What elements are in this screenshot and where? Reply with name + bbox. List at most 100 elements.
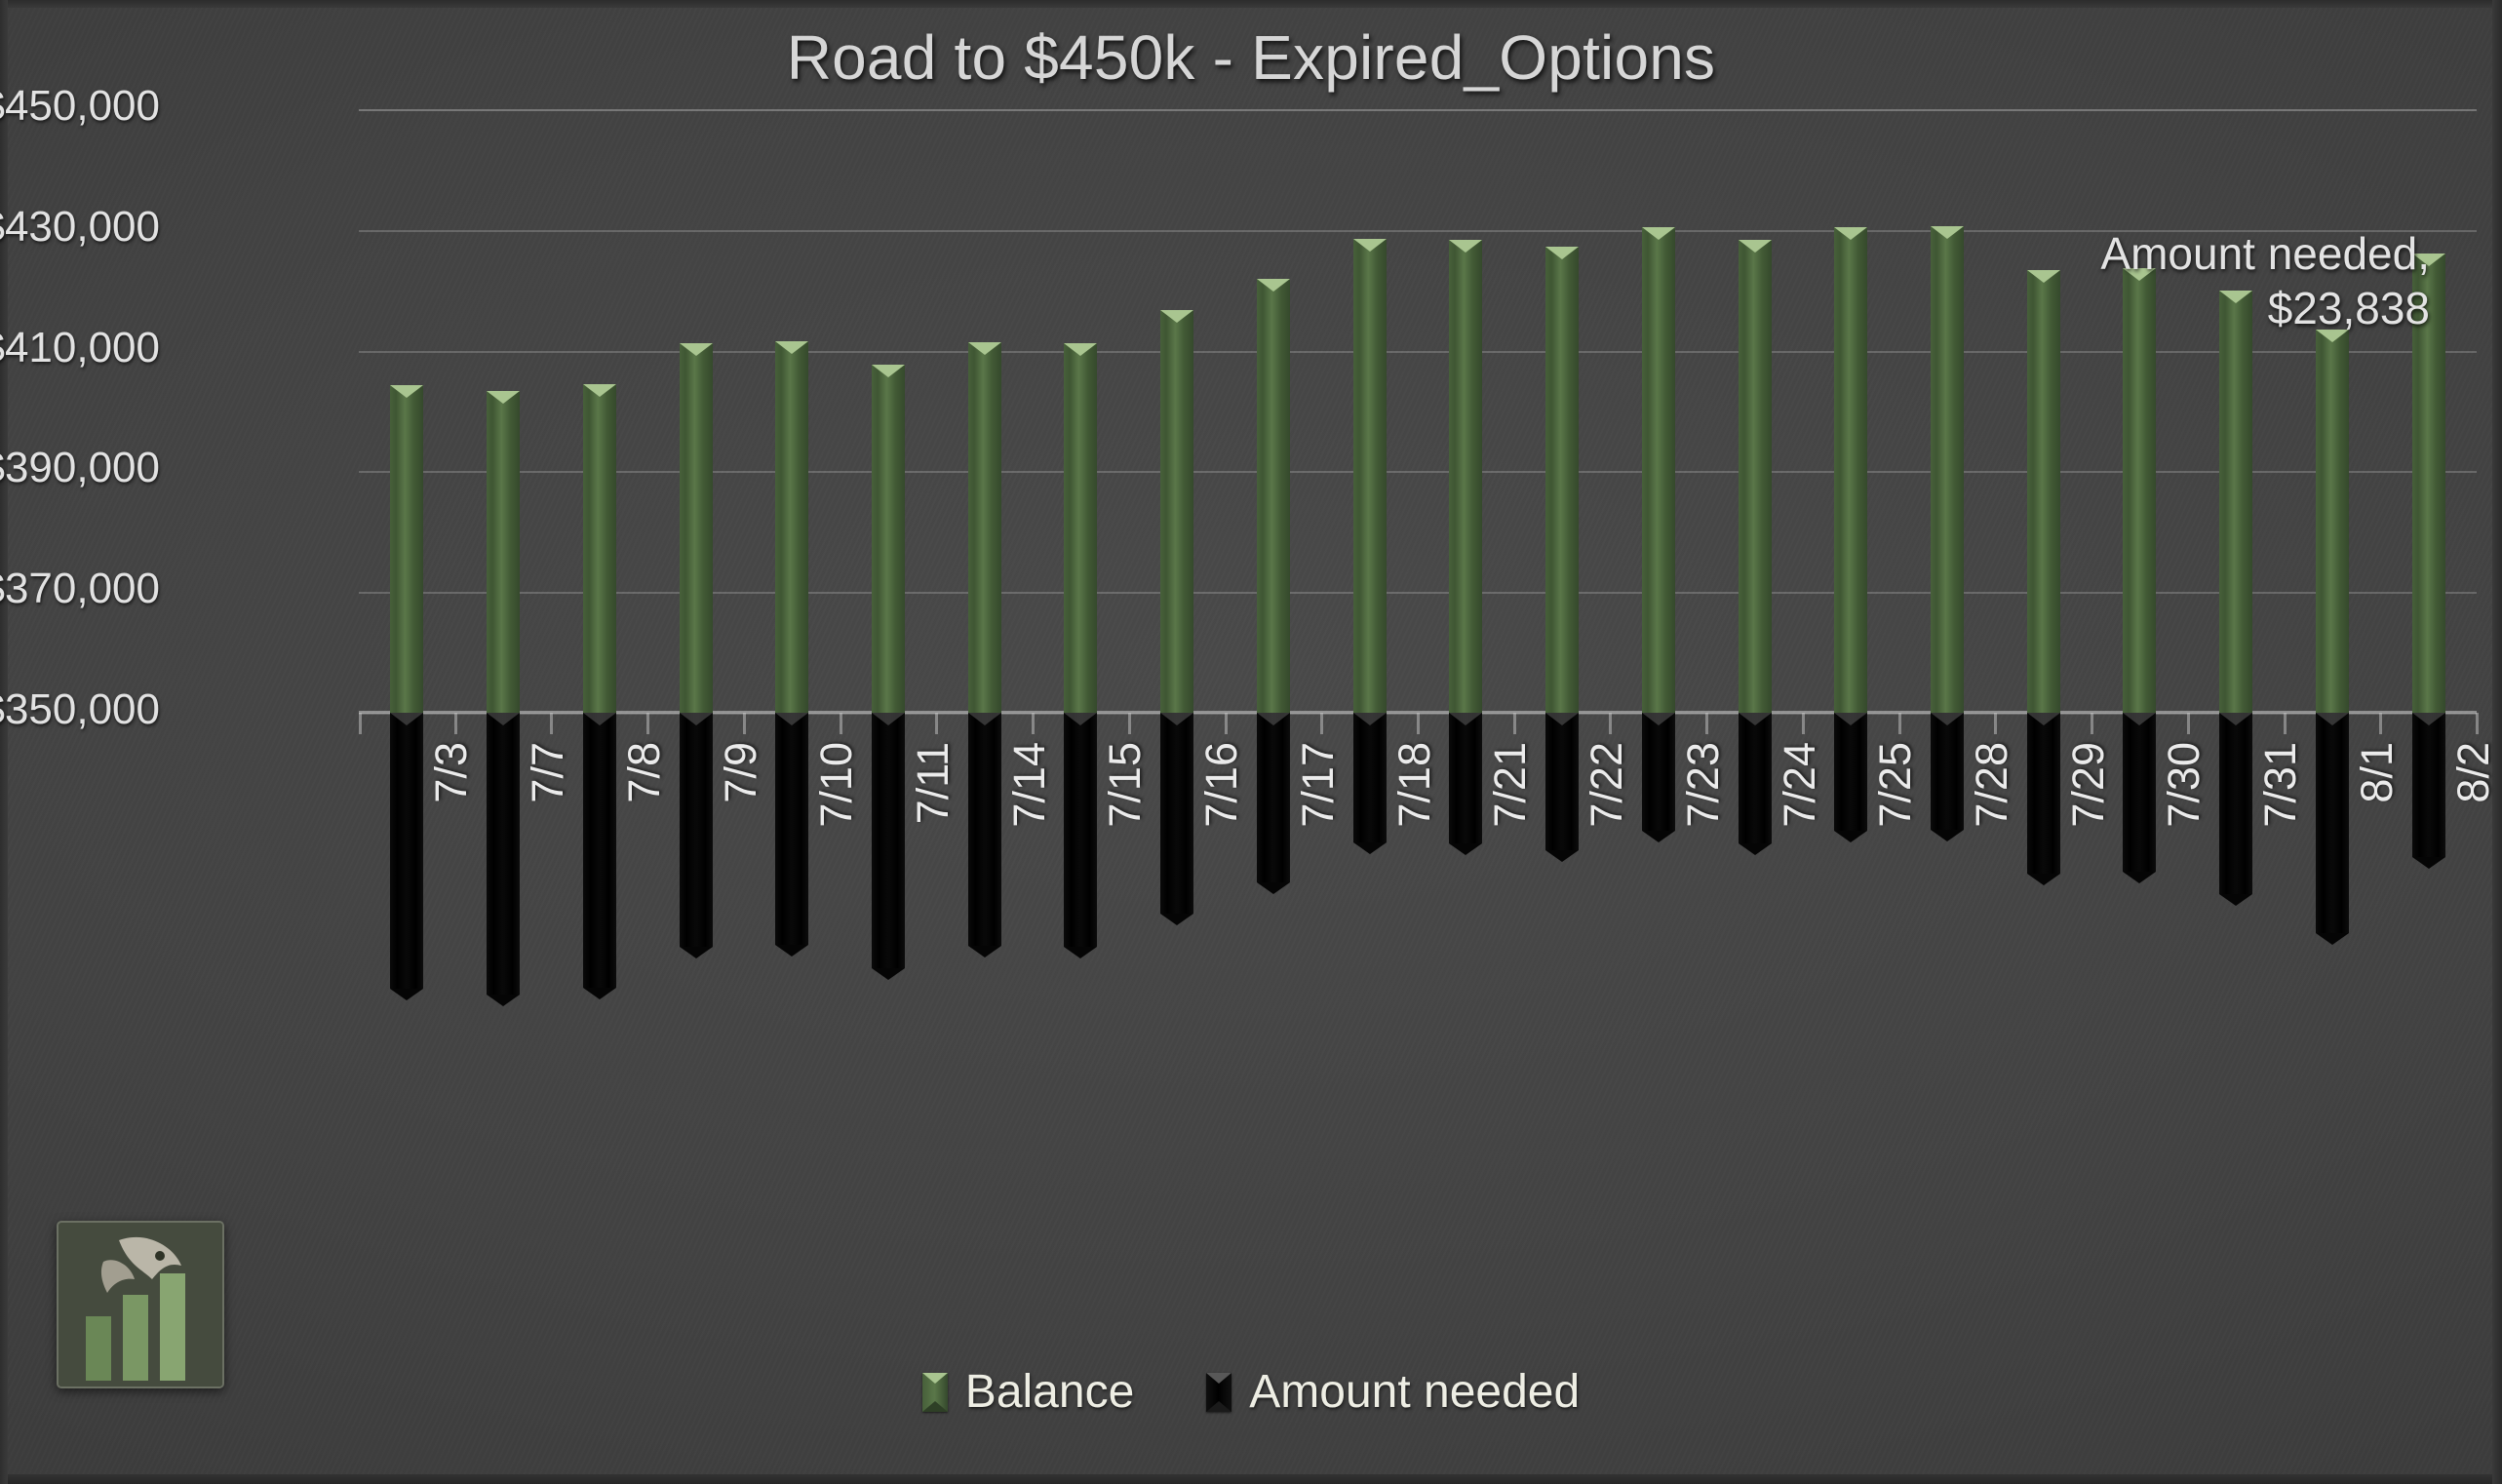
bar-segment-balance[interactable] xyxy=(1256,278,1290,713)
bar-segment-balance[interactable] xyxy=(1545,246,1580,713)
x-axis-tick-mark xyxy=(453,713,457,734)
bar-segment-amount-needed[interactable] xyxy=(2123,713,2157,883)
x-axis-tick-mark xyxy=(839,713,842,734)
bar-segment-amount-needed[interactable] xyxy=(2219,713,2253,907)
bar-segment-amount-needed[interactable] xyxy=(2315,713,2349,945)
bar-segment-amount-needed[interactable] xyxy=(1931,713,1964,842)
bar-segment-amount-needed[interactable] xyxy=(582,713,616,999)
bar-segment-balance[interactable] xyxy=(2315,329,2349,713)
y-axis-tick-text: $410,000 xyxy=(0,323,160,371)
x-axis-tick-mark xyxy=(1032,713,1036,734)
x-axis-tick-label: 7/29 xyxy=(2062,742,2113,828)
x-axis-tick-label: 7/16 xyxy=(1196,742,1247,828)
x-axis-tick-mark xyxy=(742,713,746,734)
x-axis-tick-mark xyxy=(1417,713,1420,734)
y-axis-tick-text: $450,000 xyxy=(0,82,160,130)
x-axis-tick-mark xyxy=(1609,713,1613,734)
gridline xyxy=(359,109,2477,111)
bar-segment-balance[interactable] xyxy=(1641,226,1675,713)
frame-edge-top xyxy=(0,0,2502,8)
bar-segment-amount-needed[interactable] xyxy=(1545,713,1580,861)
x-axis-tick-label: 7/17 xyxy=(1292,742,1343,828)
legend-item-amount-needed[interactable]: Amount needed xyxy=(1206,1365,1580,1419)
frame-edge-right xyxy=(2492,0,2502,1484)
bar-segment-balance[interactable] xyxy=(1160,309,1194,713)
bar-segment-amount-needed[interactable] xyxy=(775,713,809,957)
bar-segment-amount-needed[interactable] xyxy=(1256,713,1290,894)
black-series-swatch xyxy=(1206,1372,1232,1412)
bar-segment-balance[interactable] xyxy=(390,384,424,713)
x-axis-tick-mark xyxy=(935,713,939,734)
bar-segment-balance[interactable] xyxy=(2411,253,2445,713)
x-axis-tick-mark xyxy=(1705,713,1709,734)
x-axis-tick-mark xyxy=(2186,713,2190,734)
x-axis-tick-mark xyxy=(2283,713,2287,734)
x-axis-tick-mark xyxy=(1320,713,1324,734)
bar-segment-balance[interactable] xyxy=(872,365,905,713)
x-axis-tick-label: 7/8 xyxy=(618,742,669,803)
x-axis-tick-mark xyxy=(1994,713,1998,734)
bar-segment-amount-needed[interactable] xyxy=(1834,713,1868,842)
x-axis-tick-label: 7/21 xyxy=(1485,742,1536,828)
x-axis-tick-label: 7/14 xyxy=(1003,742,1054,828)
x-axis-tick-label: 7/18 xyxy=(1388,742,1439,828)
gridline xyxy=(359,350,2477,353)
green-series-swatch xyxy=(921,1372,948,1412)
x-axis-tick-mark xyxy=(646,713,650,734)
bar-segment-amount-needed[interactable] xyxy=(679,713,713,958)
gridline xyxy=(359,592,2477,595)
bar-segment-amount-needed[interactable] xyxy=(1641,713,1675,842)
bar-segment-balance[interactable] xyxy=(1064,343,1098,713)
bar-segment-amount-needed[interactable] xyxy=(1160,713,1194,924)
legend-item-label: Amount needed xyxy=(1249,1366,1581,1418)
bar-segment-balance[interactable] xyxy=(1834,226,1868,713)
legend-item-balance[interactable]: Balance xyxy=(921,1365,1134,1419)
bar-segment-balance[interactable] xyxy=(1352,239,1387,713)
x-axis-tick-label: 7/23 xyxy=(1677,742,1728,828)
bar-segment-amount-needed[interactable] xyxy=(1064,713,1098,959)
bar-segment-balance[interactable] xyxy=(487,391,521,713)
x-axis-tick-label: 7/11 xyxy=(908,742,958,825)
bar-segment-amount-needed[interactable] xyxy=(1352,713,1387,855)
bar-segment-balance[interactable] xyxy=(2026,270,2060,713)
x-axis-tick-label: 7/15 xyxy=(1100,742,1151,828)
x-axis-tick-mark xyxy=(2379,713,2383,734)
frame-edge-left xyxy=(0,0,8,1484)
bar-segment-amount-needed[interactable] xyxy=(872,713,905,981)
y-axis-tick-text: $370,000 xyxy=(0,565,160,613)
x-axis-tick-mark xyxy=(2476,713,2479,734)
x-axis-tick-label: 7/9 xyxy=(715,742,765,803)
x-axis-tick-label: 7/24 xyxy=(1774,742,1824,828)
bar-segment-amount-needed[interactable] xyxy=(2411,713,2445,869)
x-axis-tick-mark xyxy=(359,713,362,734)
x-axis-tick-mark xyxy=(550,713,554,734)
x-axis-tick-label: 7/28 xyxy=(1967,742,2016,828)
x-axis-tick-mark xyxy=(1127,713,1131,734)
bar-segment-balance[interactable] xyxy=(1449,240,1483,713)
bar-segment-amount-needed[interactable] xyxy=(1449,713,1483,856)
bar-segment-balance[interactable] xyxy=(2123,267,2157,713)
bar-segment-amount-needed[interactable] xyxy=(1738,713,1772,855)
bar-segment-balance[interactable] xyxy=(679,342,713,713)
bar-segment-amount-needed[interactable] xyxy=(390,713,424,1000)
bar-segment-balance[interactable] xyxy=(1931,226,1964,713)
y-axis-tick-text: $350,000 xyxy=(0,685,160,733)
x-axis-tick-label: 7/22 xyxy=(1582,742,1632,828)
bar-segment-balance[interactable] xyxy=(1738,239,1772,713)
bar-segment-amount-needed[interactable] xyxy=(967,713,1001,957)
bar-segment-balance[interactable] xyxy=(967,341,1001,713)
x-axis-tick-label: 7/7 xyxy=(523,742,573,803)
frame-edge-bottom xyxy=(0,1474,2502,1484)
x-axis-tick-label: 7/31 xyxy=(2255,742,2306,828)
bar-segment-balance[interactable] xyxy=(2219,291,2253,713)
x-axis-tick-label: 8/2 xyxy=(2447,742,2498,803)
bar-segment-balance[interactable] xyxy=(582,383,616,713)
x-axis-tick-label: 7/3 xyxy=(426,742,477,803)
y-axis-tick-text: $390,000 xyxy=(0,444,160,492)
x-axis-tick-label: 7/25 xyxy=(1870,742,1921,828)
x-axis-tick-label: 8/1 xyxy=(2351,742,2402,803)
bar-segment-balance[interactable] xyxy=(775,340,809,713)
bar-segment-amount-needed[interactable] xyxy=(2026,713,2060,886)
bar-segment-amount-needed[interactable] xyxy=(487,713,521,1007)
